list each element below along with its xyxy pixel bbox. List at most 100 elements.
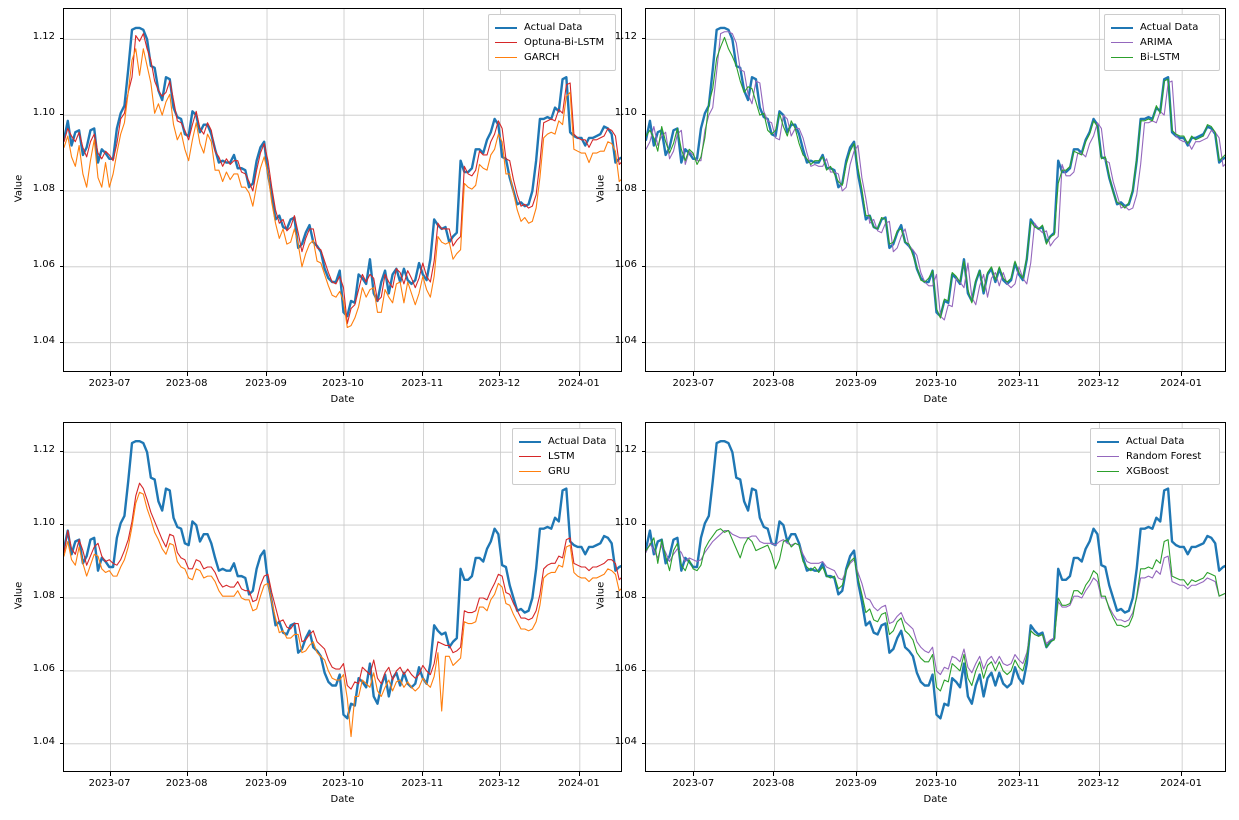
legend-entry[interactable]: Random Forest bbox=[1097, 449, 1212, 464]
x-tickmark bbox=[422, 772, 424, 776]
legend-entry[interactable]: Actual Data bbox=[495, 20, 608, 35]
x-tick-label: 2023-09 bbox=[245, 378, 287, 389]
x-tickmark bbox=[499, 372, 501, 376]
y-tick-label: 1.12 bbox=[32, 31, 55, 43]
x-tickmark bbox=[578, 772, 580, 776]
y-tick-label: 1.10 bbox=[32, 107, 55, 119]
x-tick-label: 2023-07 bbox=[88, 778, 131, 789]
series-line-gru bbox=[64, 491, 621, 738]
y-axis-label: Value bbox=[13, 581, 25, 610]
x-tickmark bbox=[266, 372, 268, 376]
x-tick-label: 2023-12 bbox=[478, 378, 521, 389]
gridlines bbox=[646, 423, 1225, 771]
x-tick-label: 2023-09 bbox=[835, 778, 877, 789]
x-tick-label: 2023-07 bbox=[672, 778, 715, 789]
x-tick-label: 2024-01 bbox=[557, 778, 600, 789]
x-tick-label: 2023-08 bbox=[165, 378, 208, 389]
x-tickmark bbox=[578, 372, 580, 376]
legend-bottom-left[interactable]: Actual Data LSTM GRU bbox=[512, 428, 616, 485]
x-tick-label: 2024-01 bbox=[557, 378, 600, 389]
x-tickmark bbox=[773, 772, 775, 776]
series-line-optuna_bi_lstm bbox=[64, 33, 621, 325]
legend-line-swatch-icon bbox=[495, 57, 517, 58]
legend-line-swatch-icon bbox=[1097, 440, 1119, 443]
legend-entry[interactable]: Optuna-Bi-LSTM bbox=[495, 35, 608, 50]
legend-entry[interactable]: Actual Data bbox=[1097, 434, 1212, 449]
gridlines bbox=[64, 9, 621, 371]
x-tickmark bbox=[693, 372, 695, 376]
x-tickmark bbox=[109, 772, 111, 776]
y-tick-label: 1.06 bbox=[32, 662, 55, 674]
y-tick-label: 1.12 bbox=[32, 444, 55, 456]
x-tickmark bbox=[936, 772, 938, 776]
x-tick-label: 2023-09 bbox=[245, 778, 287, 789]
y-tick-label: 1.06 bbox=[32, 258, 55, 270]
legend-entry[interactable]: LSTM bbox=[519, 449, 608, 464]
x-tick-label: 2023-10 bbox=[915, 778, 957, 789]
legend-line-swatch-icon bbox=[1097, 456, 1119, 457]
legend-label: ARIMA bbox=[1140, 37, 1173, 48]
legend-line-swatch-icon bbox=[1111, 42, 1133, 43]
legend-entry[interactable]: GARCH bbox=[495, 50, 608, 65]
legend-entry[interactable]: Bi-LSTM bbox=[1111, 50, 1212, 65]
legend-line-swatch-icon bbox=[1111, 26, 1133, 29]
legend-line-swatch-icon bbox=[519, 440, 541, 443]
legend-entry[interactable]: Actual Data bbox=[1111, 20, 1212, 35]
series-line-garch bbox=[64, 48, 621, 329]
x-axis-label: Date bbox=[330, 394, 355, 405]
x-tickmark bbox=[1018, 772, 1020, 776]
x-tickmark bbox=[422, 372, 424, 376]
legend-label: XGBoost bbox=[1126, 466, 1169, 477]
x-tickmark bbox=[693, 772, 695, 776]
y-tick-label: 1.08 bbox=[32, 590, 55, 601]
x-tickmark bbox=[1098, 372, 1100, 376]
series-line-lstm bbox=[64, 482, 621, 690]
legend-entry[interactable]: Actual Data bbox=[519, 434, 608, 449]
legend-label: GRU bbox=[548, 466, 571, 477]
series-line-bi_lstm bbox=[646, 36, 1225, 319]
legend-entry[interactable]: GRU bbox=[519, 464, 608, 479]
x-tickmark bbox=[109, 372, 111, 376]
x-tickmark bbox=[343, 372, 344, 376]
legend-entry[interactable]: XGBoost bbox=[1097, 464, 1212, 479]
plot-lines-bottom-right bbox=[646, 423, 1225, 771]
x-tick-label: 2023-11 bbox=[997, 778, 1040, 789]
y-tick-label: 1.04 bbox=[32, 735, 55, 747]
legend-line-swatch-icon bbox=[495, 26, 517, 29]
x-tickmark bbox=[936, 372, 938, 376]
x-tick-label: 2023-12 bbox=[1077, 778, 1120, 789]
x-tick-label: 2024-01 bbox=[1160, 778, 1203, 789]
x-tick-label: 2023-10 bbox=[322, 778, 364, 789]
series-line-actual bbox=[64, 26, 621, 318]
legend-entry[interactable]: ARIMA bbox=[1111, 35, 1212, 50]
y-axis-label: Value bbox=[13, 174, 25, 203]
x-tickmark bbox=[186, 772, 188, 776]
plot-lines-top-left bbox=[64, 9, 621, 371]
x-axis-label: Date bbox=[923, 394, 948, 405]
legend-label: Actual Data bbox=[1126, 436, 1185, 447]
x-tick-label: 2023-08 bbox=[752, 778, 795, 789]
series-line-actual bbox=[64, 440, 621, 720]
legend-label: LSTM bbox=[548, 451, 575, 462]
series-line-random_forest bbox=[646, 530, 1225, 676]
legend-top-left[interactable]: Actual Data Optuna-Bi-LSTM GARCH bbox=[488, 14, 616, 71]
legend-bottom-right[interactable]: Actual Data Random Forest XGBoost bbox=[1090, 428, 1220, 485]
y-tick-label: 1.08 bbox=[32, 183, 55, 194]
x-tick-label: 2023-11 bbox=[401, 378, 444, 389]
y-tick-label: 1.04 bbox=[32, 334, 55, 346]
x-axis-label: Date bbox=[923, 794, 948, 805]
legend-line-swatch-icon bbox=[519, 471, 541, 472]
series-line-actual bbox=[646, 26, 1225, 318]
x-tickmark bbox=[856, 372, 858, 376]
x-tick-label: 2023-08 bbox=[752, 378, 795, 389]
legend-label: Random Forest bbox=[1126, 451, 1202, 462]
x-tick-label: 2023-12 bbox=[1077, 378, 1120, 389]
legend-label: Optuna-Bi-LSTM bbox=[524, 37, 605, 48]
legend-label: GARCH bbox=[524, 52, 560, 63]
legend-top-right[interactable]: Actual Data ARIMA Bi-LSTM bbox=[1104, 14, 1220, 71]
x-tickmark bbox=[499, 772, 501, 776]
legend-label: Bi-LSTM bbox=[1140, 52, 1180, 63]
x-tick-label: 2023-11 bbox=[997, 378, 1040, 389]
